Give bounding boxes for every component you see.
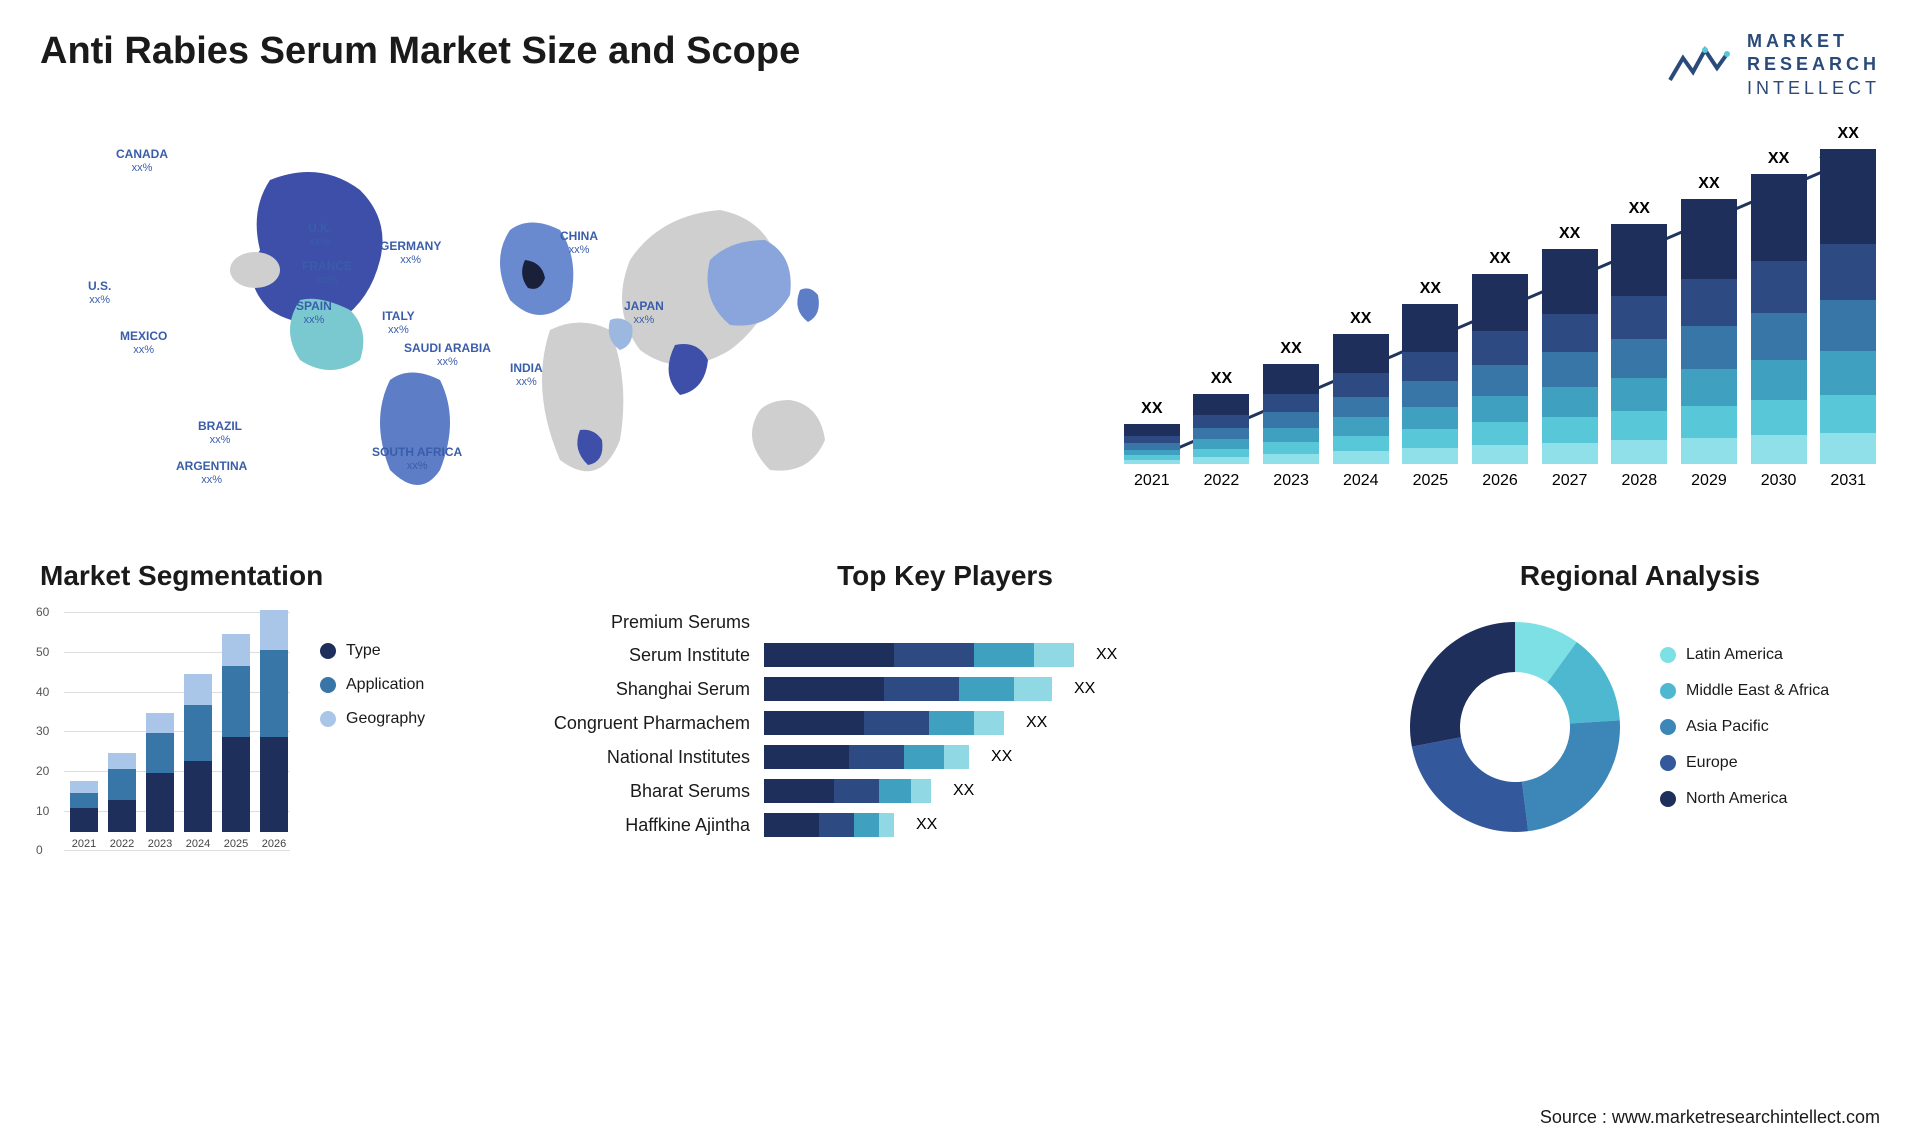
country-label: CANADAxx% [116,148,168,174]
country-label: SOUTH AFRICAxx% [372,446,462,472]
country-label: U.K.xx% [308,222,332,248]
legend-item: North America [1660,790,1829,808]
country-label: MEXICOxx% [120,330,167,356]
country-label: GERMANYxx% [380,240,441,266]
growth-bar: XX2031 [1816,125,1880,490]
donut-slice [1410,622,1515,747]
donut-slice [1412,737,1528,832]
growth-bar: XX2022 [1190,370,1254,490]
segmentation-bar: 2022 [106,753,138,850]
country-label: SPAINxx% [296,300,332,326]
segmentation-section: Market Segmentation 0102030405060 202120… [40,560,490,872]
country-label: CHINAxx% [560,230,598,256]
regional-title: Regional Analysis [1400,560,1880,592]
key-player-row: National InstitutesXX [520,745,1370,769]
growth-bar: XX2026 [1468,250,1532,490]
logo-line3: INTELLECT [1747,77,1880,100]
segmentation-bar: 2026 [258,610,290,850]
legend-item: Europe [1660,754,1829,772]
logo-line1: MARKET [1747,30,1880,53]
key-players-section: Top Key Players Premium Serums Serum Inst… [520,560,1370,872]
growth-bar: XX2025 [1399,280,1463,490]
key-player-row: Premium Serums [520,612,1370,633]
growth-bar: XX2024 [1329,310,1393,490]
regional-donut [1400,612,1630,842]
growth-bar: XX2027 [1538,225,1602,490]
country-label: INDIAxx% [510,362,543,388]
country-label: FRANCExx% [302,260,352,286]
key-player-row: Haffkine AjinthaXX [520,813,1370,837]
segmentation-chart: 0102030405060 202120222023202420252026 [40,612,290,872]
key-player-row: Congruent PharmachemXX [520,711,1370,735]
country-label: JAPANxx% [624,300,664,326]
donut-slice [1522,721,1620,832]
key-player-row: Serum InstituteXX [520,643,1370,667]
country-label: BRAZILxx% [198,420,242,446]
brand-logo: MARKET RESEARCH INTELLECT [1665,30,1880,100]
segmentation-bar: 2021 [68,781,100,851]
legend-item: Geography [320,710,425,728]
country-label: U.S.xx% [88,280,111,306]
key-players-chart: Premium Serums Serum InstituteXX Shanghai … [520,612,1370,837]
legend-item: Asia Pacific [1660,718,1829,736]
country-label: SAUDI ARABIAxx% [404,342,491,368]
legend-item: Application [320,676,425,694]
legend-item: Type [320,642,425,660]
key-players-title: Top Key Players [520,560,1370,592]
growth-bar: XX2023 [1259,340,1323,490]
regional-section: Regional Analysis Latin America Middle Ea… [1400,560,1880,872]
country-label: ITALYxx% [382,310,415,336]
segmentation-bar: 2024 [182,674,214,851]
growth-bar: XX2028 [1607,200,1671,490]
key-player-row: Shanghai SerumXX [520,677,1370,701]
growth-bar: XX2029 [1677,175,1741,490]
country-label: ARGENTINAxx% [176,460,247,486]
growth-bar: XX2030 [1747,150,1811,490]
segmentation-legend: Type Application Geography [320,612,425,872]
growth-chart: XX2021XX2022XX2023XX2024XX2025XX2026XX20… [1120,130,1880,520]
segmentation-bar: 2025 [220,634,252,850]
logo-line2: RESEARCH [1747,53,1880,76]
regional-legend: Latin America Middle East & Africa Asia Pa… [1660,646,1829,808]
page-title: Anti Rabies Serum Market Size and Scope [40,30,800,73]
key-player-row: Bharat SerumsXX [520,779,1370,803]
segmentation-bar: 2023 [144,713,176,850]
legend-item: Latin America [1660,646,1829,664]
world-map: CANADAxx% U.S.xx% MEXICOxx% BRAZILxx% ARGENT… [40,130,1080,520]
source-attribution: Source : www.marketresearchintellect.com [1540,1107,1880,1128]
legend-item: Middle East & Africa [1660,682,1829,700]
segmentation-title: Market Segmentation [40,560,490,592]
growth-bar: XX2021 [1120,400,1184,490]
